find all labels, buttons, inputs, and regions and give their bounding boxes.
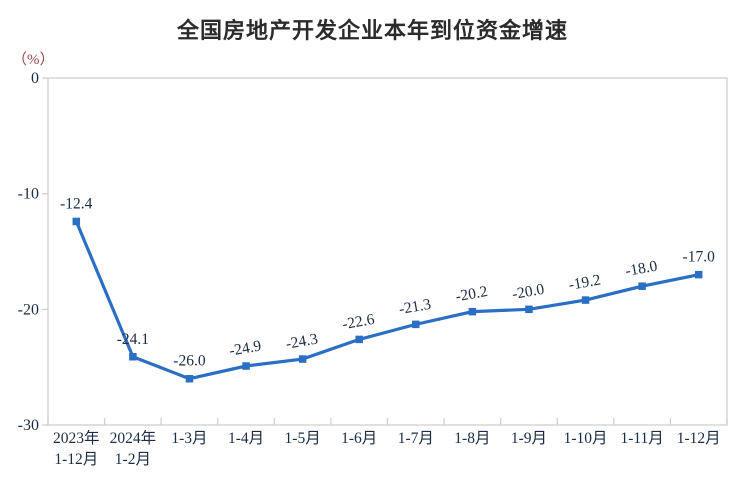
x-category-label: 1-6月 [341, 430, 377, 447]
x-category-label: 1-5月 [285, 430, 321, 447]
data-point-marker [242, 362, 250, 370]
x-category-label: 2024年 [110, 429, 157, 447]
y-tick-label: -10 [18, 186, 39, 203]
data-point-label: -12.4 [60, 195, 93, 212]
x-category-label: 1-2月 [115, 451, 151, 468]
y-axis-unit-label: （%） [12, 51, 55, 68]
data-point-marker [185, 374, 194, 383]
data-point-marker [72, 217, 81, 226]
x-category-label: 2023年 [53, 429, 100, 447]
data-point-label: -20.0 [511, 281, 546, 303]
data-point-marker [581, 296, 590, 304]
y-tick-label: -20 [18, 301, 39, 318]
chart-title: 全国房地产开发企业本年到位资金增速 [176, 18, 568, 43]
chart-layer: 0 -10 -20 -30 2023年 1-12月 2024年 1-2月 1-3月 1-4月 1-5… [18, 70, 728, 468]
data-point-label: -19.2 [567, 271, 602, 293]
x-category-label: 1-12月 [677, 430, 721, 447]
data-point-label: -24.1 [117, 331, 149, 348]
data-point-label: -24.9 [228, 337, 263, 359]
x-category-label: 1-9月 [511, 430, 547, 447]
data-point-marker [525, 305, 533, 314]
data-point-label: -22.6 [341, 311, 376, 333]
y-tick-label: -30 [18, 417, 39, 434]
y-tick-label: 0 [31, 70, 39, 87]
data-point-label: -21.3 [398, 296, 433, 318]
data-point-label: -18.0 [624, 258, 659, 280]
x-category-label: 1-10月 [564, 430, 608, 447]
x-category-label: 1-8月 [454, 430, 490, 447]
x-category-label: 1-3月 [171, 430, 207, 447]
x-category-label: 1-7月 [398, 430, 434, 447]
data-point-marker [468, 307, 477, 316]
data-point-marker [298, 355, 307, 363]
series-line [74, 220, 700, 381]
plot-border [47, 77, 728, 426]
x-category-label: 1-12月 [54, 451, 98, 468]
x-category-label: 1-4月 [228, 430, 264, 447]
x-category-label: 1-11月 [620, 430, 663, 447]
data-point-label: -24.3 [284, 330, 319, 352]
data-point-marker [638, 282, 646, 290]
data-point-marker [694, 270, 703, 279]
data-point-marker [412, 320, 420, 329]
data-point-marker [129, 353, 137, 361]
data-point-marker [355, 335, 363, 344]
data-point-label: -20.2 [454, 283, 489, 305]
data-point-label: -26.0 [173, 353, 206, 370]
data-point-label: -17.0 [683, 249, 716, 266]
